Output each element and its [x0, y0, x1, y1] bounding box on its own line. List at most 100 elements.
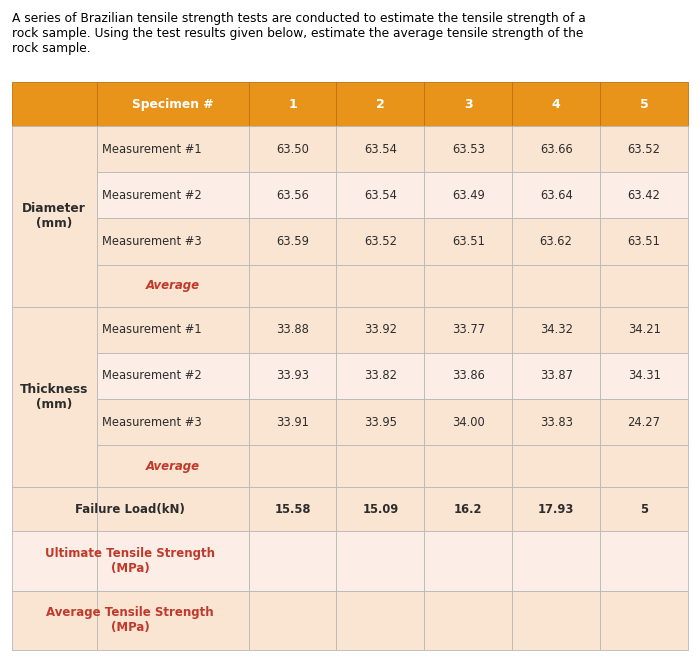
- Text: Measurement #2: Measurement #2: [102, 370, 202, 382]
- Bar: [97, 82, 248, 126]
- Text: 63.50: 63.50: [276, 142, 309, 156]
- Bar: [512, 487, 600, 531]
- Bar: [512, 219, 600, 265]
- Bar: [12, 487, 97, 531]
- Bar: [424, 353, 512, 399]
- Text: 63.64: 63.64: [540, 189, 573, 202]
- Bar: [337, 399, 424, 445]
- Bar: [12, 590, 97, 650]
- Bar: [600, 487, 688, 531]
- Text: Measurement #3: Measurement #3: [102, 235, 202, 248]
- Text: 15.58: 15.58: [274, 503, 311, 515]
- Bar: [97, 306, 248, 353]
- Text: 63.62: 63.62: [540, 235, 573, 248]
- Text: 5: 5: [640, 503, 648, 515]
- Bar: [337, 82, 424, 126]
- Text: 34.21: 34.21: [628, 323, 661, 336]
- Bar: [600, 265, 688, 306]
- Text: Average Tensile Strength
(MPa): Average Tensile Strength (MPa): [46, 606, 214, 634]
- Text: 34.00: 34.00: [452, 416, 484, 428]
- Bar: [337, 219, 424, 265]
- Text: Ultimate Tensile Strength
(MPa): Ultimate Tensile Strength (MPa): [46, 547, 216, 575]
- Bar: [512, 126, 600, 172]
- Text: 33.92: 33.92: [364, 323, 397, 336]
- Bar: [97, 219, 248, 265]
- Bar: [248, 531, 337, 590]
- Text: 15.09: 15.09: [363, 503, 398, 515]
- Text: 63.56: 63.56: [276, 189, 309, 202]
- Text: Average: Average: [146, 460, 200, 473]
- Bar: [97, 353, 248, 399]
- Text: 63.54: 63.54: [364, 189, 397, 202]
- Bar: [12, 531, 97, 590]
- Bar: [424, 172, 512, 219]
- Bar: [600, 306, 688, 353]
- Bar: [424, 306, 512, 353]
- Text: 16.2: 16.2: [454, 503, 482, 515]
- Bar: [248, 399, 337, 445]
- Text: A series of Brazilian tensile strength tests are conducted to estimate the tensi: A series of Brazilian tensile strength t…: [12, 12, 586, 55]
- Text: 63.49: 63.49: [452, 189, 484, 202]
- Bar: [97, 487, 248, 531]
- Bar: [337, 265, 424, 306]
- Bar: [424, 445, 512, 487]
- Bar: [97, 445, 248, 487]
- Text: 34.31: 34.31: [628, 370, 661, 382]
- Bar: [248, 219, 337, 265]
- Text: 33.88: 33.88: [276, 323, 309, 336]
- Bar: [97, 172, 248, 219]
- Bar: [424, 487, 512, 531]
- Text: 63.54: 63.54: [364, 142, 397, 156]
- Text: 33.82: 33.82: [364, 370, 397, 382]
- Bar: [97, 531, 248, 590]
- Bar: [424, 82, 512, 126]
- Bar: [248, 306, 337, 353]
- Text: 17.93: 17.93: [538, 503, 575, 515]
- Bar: [600, 445, 688, 487]
- Text: Failure Load(kN): Failure Load(kN): [76, 503, 186, 515]
- Bar: [512, 306, 600, 353]
- Bar: [424, 126, 512, 172]
- Bar: [600, 590, 688, 650]
- Bar: [512, 531, 600, 590]
- Bar: [248, 445, 337, 487]
- Text: Diameter
(mm): Diameter (mm): [22, 202, 86, 230]
- Bar: [512, 265, 600, 306]
- Bar: [248, 265, 337, 306]
- Bar: [248, 353, 337, 399]
- Bar: [337, 445, 424, 487]
- Bar: [424, 531, 512, 590]
- Bar: [512, 172, 600, 219]
- Text: 33.91: 33.91: [276, 416, 309, 428]
- Text: 3: 3: [464, 98, 473, 111]
- Text: Measurement #1: Measurement #1: [102, 142, 202, 156]
- Text: 63.51: 63.51: [628, 235, 661, 248]
- Bar: [337, 353, 424, 399]
- Bar: [512, 445, 600, 487]
- Text: 63.52: 63.52: [364, 235, 397, 248]
- Bar: [12, 306, 97, 487]
- Text: 33.83: 33.83: [540, 416, 573, 428]
- Bar: [12, 82, 97, 126]
- Text: 63.52: 63.52: [628, 142, 661, 156]
- Text: Measurement #1: Measurement #1: [102, 323, 202, 336]
- Bar: [600, 126, 688, 172]
- Bar: [337, 487, 424, 531]
- Bar: [424, 399, 512, 445]
- Bar: [512, 399, 600, 445]
- Text: 5: 5: [640, 98, 648, 111]
- Bar: [424, 265, 512, 306]
- Text: 33.95: 33.95: [364, 416, 397, 428]
- Text: 33.87: 33.87: [540, 370, 573, 382]
- Bar: [600, 172, 688, 219]
- Bar: [248, 172, 337, 219]
- Text: 63.42: 63.42: [628, 189, 661, 202]
- Bar: [248, 590, 337, 650]
- Bar: [12, 126, 97, 306]
- Bar: [600, 82, 688, 126]
- Bar: [600, 219, 688, 265]
- Text: 1: 1: [288, 98, 297, 111]
- Text: 33.93: 33.93: [276, 370, 309, 382]
- Bar: [337, 590, 424, 650]
- Bar: [424, 219, 512, 265]
